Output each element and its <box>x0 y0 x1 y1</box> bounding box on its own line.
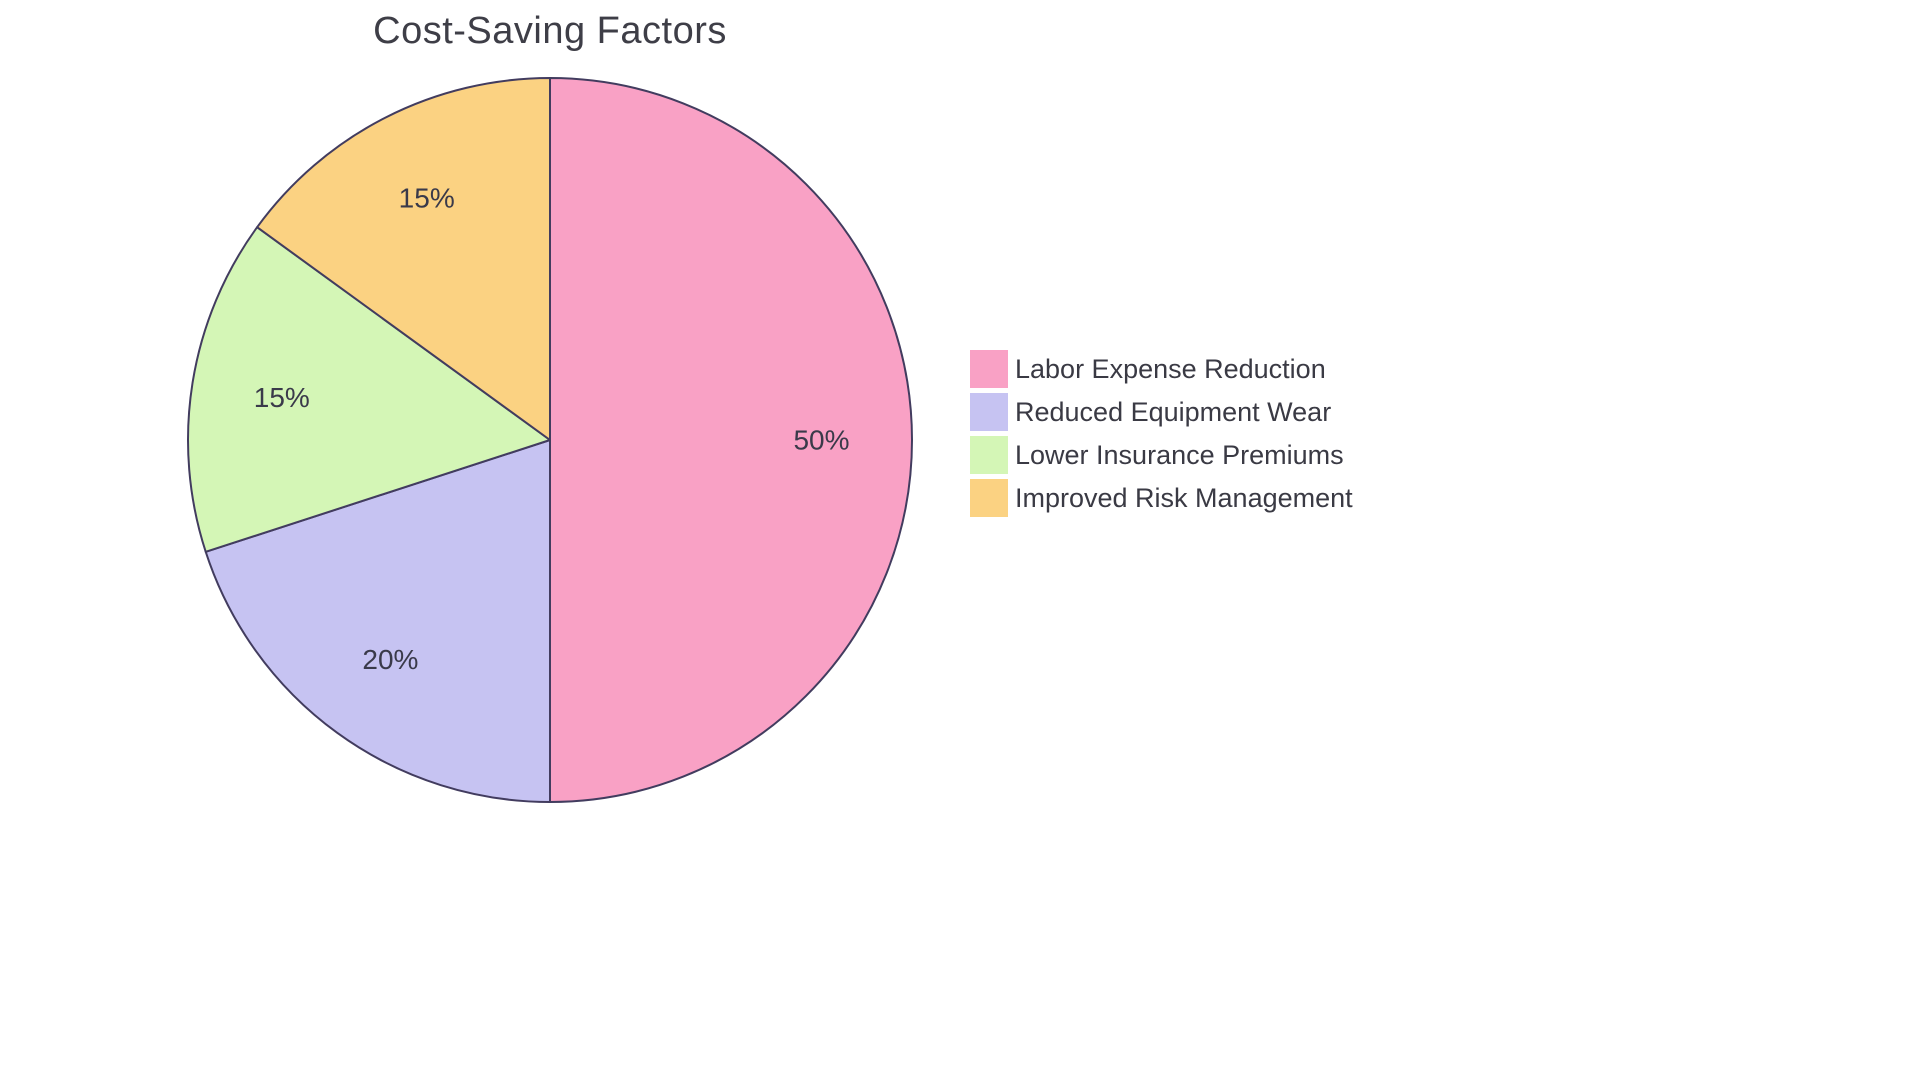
legend: Labor Expense Reduction Reduced Equipmen… <box>970 350 1353 517</box>
legend-item: Lower Insurance Premiums <box>970 436 1353 474</box>
legend-swatch <box>970 393 1008 431</box>
pie-slice <box>187 226 551 553</box>
chart-title: Cost-Saving Factors <box>373 10 727 52</box>
legend-swatch <box>970 436 1008 474</box>
legend-item: Reduced Equipment Wear <box>970 393 1353 431</box>
legend-label: Improved Risk Management <box>1015 482 1353 513</box>
legend-label: Reduced Equipment Wear <box>1015 396 1332 427</box>
legend-label: Labor Expense Reduction <box>1015 353 1326 384</box>
slice-percentage-label: 15% <box>399 183 455 214</box>
pie-slice <box>549 77 913 803</box>
legend-item: Improved Risk Management <box>970 479 1353 517</box>
legend-item: Labor Expense Reduction <box>970 350 1353 388</box>
pie-slice <box>256 77 551 441</box>
legend-label: Lower Insurance Premiums <box>1015 439 1344 470</box>
legend-swatch <box>970 350 1008 388</box>
slice-percentage-label: 15% <box>254 382 310 413</box>
legend-swatch <box>970 479 1008 517</box>
slice-percentage-label: 50% <box>793 425 849 456</box>
slice-percentage-label: 20% <box>362 644 418 675</box>
pie-slice <box>204 439 551 803</box>
